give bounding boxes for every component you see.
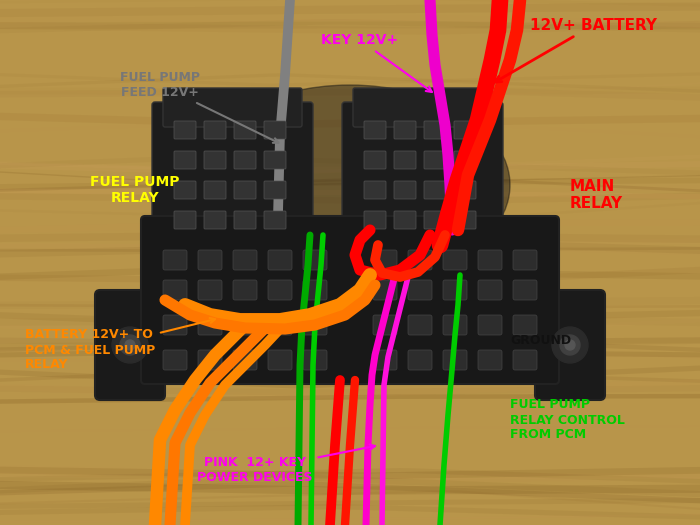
FancyBboxPatch shape <box>535 290 605 400</box>
FancyBboxPatch shape <box>234 121 256 139</box>
FancyBboxPatch shape <box>424 181 446 199</box>
FancyBboxPatch shape <box>198 250 222 270</box>
FancyBboxPatch shape <box>424 121 446 139</box>
FancyBboxPatch shape <box>198 280 222 300</box>
FancyBboxPatch shape <box>342 102 503 238</box>
FancyBboxPatch shape <box>353 88 492 127</box>
Text: KEY 12V+: KEY 12V+ <box>321 33 432 92</box>
FancyBboxPatch shape <box>204 121 226 139</box>
Text: BATTERY 12V+ TO
PCM & FUEL PUMP
RELAY: BATTERY 12V+ TO PCM & FUEL PUMP RELAY <box>25 318 215 372</box>
FancyBboxPatch shape <box>424 151 446 169</box>
Text: 12V+ BATTERY: 12V+ BATTERY <box>495 17 657 82</box>
FancyBboxPatch shape <box>268 350 292 370</box>
Text: GROUND: GROUND <box>510 333 571 346</box>
FancyBboxPatch shape <box>174 181 196 199</box>
FancyBboxPatch shape <box>233 350 257 370</box>
FancyBboxPatch shape <box>152 102 313 238</box>
FancyBboxPatch shape <box>443 315 467 335</box>
FancyBboxPatch shape <box>513 280 537 300</box>
FancyBboxPatch shape <box>264 151 286 169</box>
FancyBboxPatch shape <box>373 280 397 300</box>
FancyBboxPatch shape <box>513 250 537 270</box>
FancyBboxPatch shape <box>174 121 196 139</box>
Circle shape <box>560 335 580 355</box>
FancyBboxPatch shape <box>478 250 502 270</box>
FancyBboxPatch shape <box>264 181 286 199</box>
FancyBboxPatch shape <box>234 181 256 199</box>
Text: PINK  12+ KEY
POWER DEVICES: PINK 12+ KEY POWER DEVICES <box>197 445 375 484</box>
FancyBboxPatch shape <box>303 280 327 300</box>
FancyBboxPatch shape <box>141 216 559 384</box>
FancyBboxPatch shape <box>268 280 292 300</box>
FancyBboxPatch shape <box>454 151 476 169</box>
FancyBboxPatch shape <box>233 250 257 270</box>
FancyBboxPatch shape <box>394 181 416 199</box>
FancyBboxPatch shape <box>264 211 286 229</box>
FancyBboxPatch shape <box>364 211 386 229</box>
FancyBboxPatch shape <box>408 280 432 300</box>
FancyBboxPatch shape <box>394 151 416 169</box>
FancyBboxPatch shape <box>454 181 476 199</box>
FancyBboxPatch shape <box>268 250 292 270</box>
FancyBboxPatch shape <box>364 121 386 139</box>
Circle shape <box>120 335 140 355</box>
FancyBboxPatch shape <box>478 315 502 335</box>
FancyBboxPatch shape <box>443 250 467 270</box>
FancyBboxPatch shape <box>373 250 397 270</box>
FancyBboxPatch shape <box>233 280 257 300</box>
FancyBboxPatch shape <box>443 350 467 370</box>
FancyBboxPatch shape <box>373 315 397 335</box>
Circle shape <box>552 327 588 363</box>
FancyBboxPatch shape <box>303 350 327 370</box>
FancyBboxPatch shape <box>364 151 386 169</box>
Text: FUEL PUMP
RELAY CONTROL
FROM PCM: FUEL PUMP RELAY CONTROL FROM PCM <box>510 398 625 442</box>
FancyBboxPatch shape <box>204 151 226 169</box>
FancyBboxPatch shape <box>198 315 222 335</box>
FancyBboxPatch shape <box>174 211 196 229</box>
FancyBboxPatch shape <box>454 211 476 229</box>
FancyBboxPatch shape <box>303 315 327 335</box>
FancyBboxPatch shape <box>364 181 386 199</box>
FancyBboxPatch shape <box>198 350 222 370</box>
Text: FUEL PUMP
FEED 12V+: FUEL PUMP FEED 12V+ <box>120 71 279 143</box>
FancyBboxPatch shape <box>163 350 187 370</box>
FancyBboxPatch shape <box>234 151 256 169</box>
FancyBboxPatch shape <box>268 315 292 335</box>
Circle shape <box>565 340 575 350</box>
FancyBboxPatch shape <box>234 211 256 229</box>
FancyBboxPatch shape <box>264 121 286 139</box>
Circle shape <box>112 327 148 363</box>
FancyBboxPatch shape <box>478 350 502 370</box>
Text: MAIN
RELAY: MAIN RELAY <box>570 179 623 211</box>
FancyBboxPatch shape <box>454 121 476 139</box>
FancyBboxPatch shape <box>408 250 432 270</box>
FancyBboxPatch shape <box>513 315 537 335</box>
FancyBboxPatch shape <box>174 151 196 169</box>
FancyBboxPatch shape <box>303 250 327 270</box>
FancyBboxPatch shape <box>394 211 416 229</box>
FancyBboxPatch shape <box>163 88 302 127</box>
FancyBboxPatch shape <box>424 211 446 229</box>
FancyBboxPatch shape <box>513 350 537 370</box>
FancyBboxPatch shape <box>478 280 502 300</box>
FancyBboxPatch shape <box>394 121 416 139</box>
FancyBboxPatch shape <box>95 290 165 400</box>
FancyBboxPatch shape <box>163 250 187 270</box>
FancyBboxPatch shape <box>163 315 187 335</box>
FancyBboxPatch shape <box>408 350 432 370</box>
FancyBboxPatch shape <box>204 211 226 229</box>
FancyBboxPatch shape <box>443 280 467 300</box>
FancyBboxPatch shape <box>408 315 432 335</box>
Ellipse shape <box>190 85 510 285</box>
Text: FUEL PUMP
RELAY: FUEL PUMP RELAY <box>90 175 180 205</box>
Circle shape <box>125 340 135 350</box>
FancyBboxPatch shape <box>163 280 187 300</box>
FancyBboxPatch shape <box>373 350 397 370</box>
FancyBboxPatch shape <box>204 181 226 199</box>
FancyBboxPatch shape <box>233 315 257 335</box>
